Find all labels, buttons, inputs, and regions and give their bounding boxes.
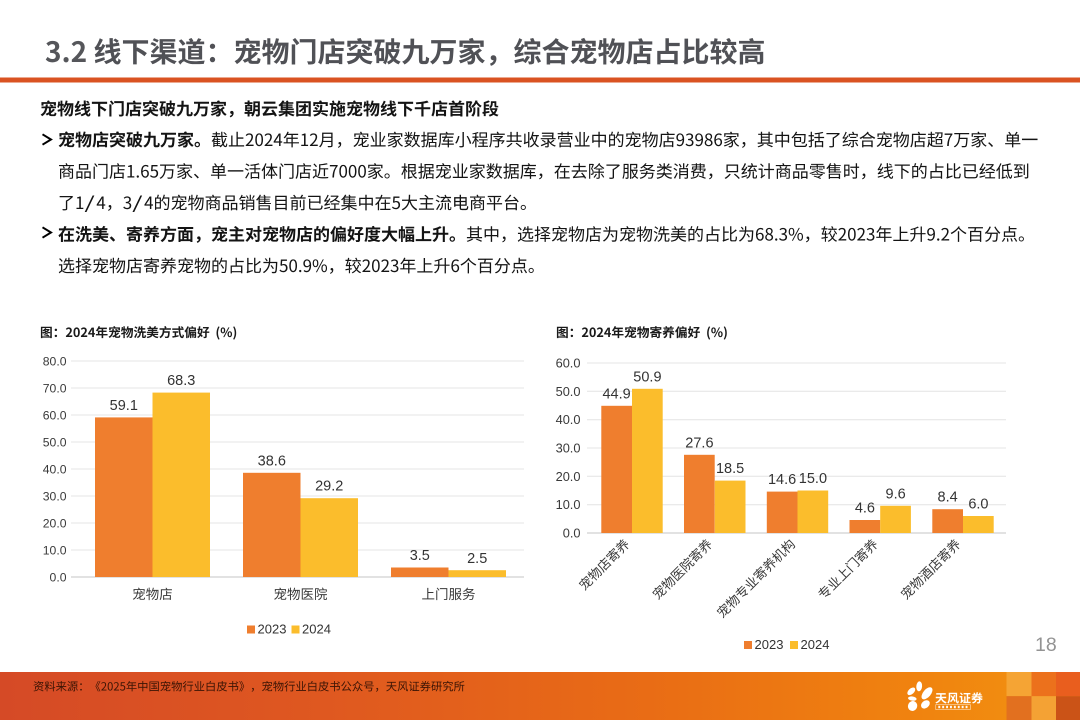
svg-text:2.5: 2.5 [467, 551, 487, 567]
svg-text:27.6: 27.6 [685, 435, 713, 451]
svg-text:2024: 2024 [302, 622, 331, 637]
svg-text:60.0: 60.0 [43, 409, 67, 423]
svg-text:2023: 2023 [755, 637, 784, 652]
svg-text:70.0: 70.0 [43, 382, 67, 396]
svg-text:14.6: 14.6 [768, 472, 796, 488]
svg-text:20.0: 20.0 [556, 469, 581, 484]
svg-text:20.0: 20.0 [43, 517, 67, 531]
svg-text:50.0: 50.0 [43, 436, 67, 450]
svg-text:40.0: 40.0 [43, 463, 67, 477]
svg-text:2023: 2023 [258, 622, 287, 637]
svg-text:4.6: 4.6 [855, 501, 875, 517]
svg-text:29.2: 29.2 [315, 479, 343, 495]
svg-text:10.0: 10.0 [556, 497, 581, 512]
svg-text:9.6: 9.6 [886, 486, 906, 502]
svg-text:50.0: 50.0 [556, 384, 581, 399]
svg-text:8.4: 8.4 [938, 490, 958, 506]
svg-text:59.1: 59.1 [110, 398, 138, 414]
svg-text:2024: 2024 [801, 637, 830, 652]
svg-text:15.0: 15.0 [799, 471, 827, 487]
svg-text:0.0: 0.0 [563, 526, 581, 541]
svg-text:10.0: 10.0 [43, 544, 67, 558]
svg-text:50.9: 50.9 [633, 369, 661, 385]
svg-text:30.0: 30.0 [43, 490, 67, 504]
svg-text:18.5: 18.5 [716, 461, 744, 477]
svg-text:60.0: 60.0 [556, 356, 581, 371]
svg-text:30.0: 30.0 [556, 441, 581, 456]
svg-text:80.0: 80.0 [43, 355, 67, 369]
svg-text:68.3: 68.3 [167, 373, 195, 389]
svg-text:0.0: 0.0 [50, 571, 67, 585]
svg-text:6.0: 6.0 [968, 497, 988, 513]
svg-text:3.5: 3.5 [410, 548, 430, 564]
svg-text:44.9: 44.9 [602, 386, 630, 402]
svg-text:38.6: 38.6 [258, 453, 286, 469]
svg-text:40.0: 40.0 [556, 412, 581, 427]
svg-text:18: 18 [1035, 634, 1057, 656]
